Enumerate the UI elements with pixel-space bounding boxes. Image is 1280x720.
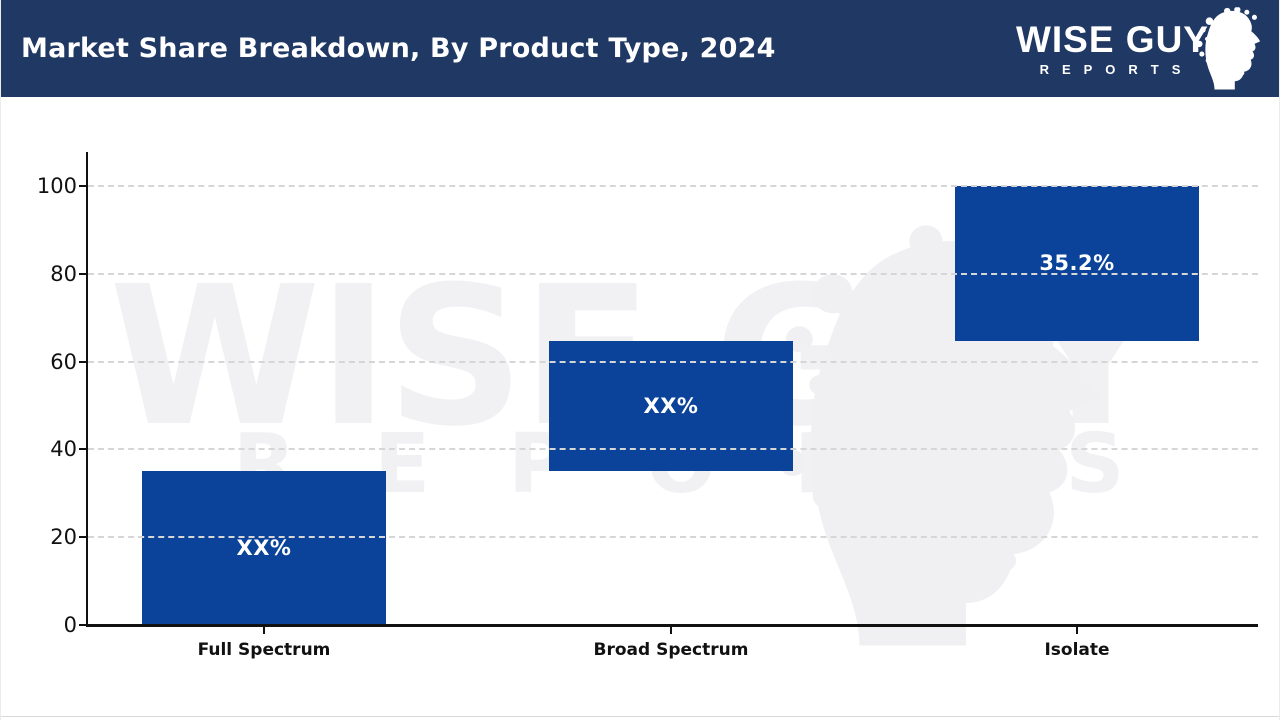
y-tick-label-100: 100 <box>36 174 77 198</box>
bar-isolate: 35.2% <box>955 186 1199 341</box>
brand-name: WISE GUY <box>1015 18 1209 60</box>
x-tick-full-spectrum <box>263 627 265 634</box>
bar-value-label-full-spectrum: XX% <box>236 536 292 561</box>
bar-value-label-broad-spectrum: XX% <box>643 393 699 418</box>
y-tick-20 <box>79 536 87 539</box>
y-tick-label-80: 80 <box>50 261 77 286</box>
brand-logo-text: WISE GUY REPORTS <box>1016 21 1209 77</box>
y-tick-60 <box>79 360 87 363</box>
y-tick-80 <box>79 272 87 275</box>
x-category-label-broad-spectrum: Broad Spectrum <box>593 640 749 660</box>
y-tick-label-20: 20 <box>50 525 77 550</box>
bar-value-label-isolate: 35.2% <box>1039 251 1115 276</box>
brand-subtitle: REPORTS <box>1039 61 1194 77</box>
y-tick-label-40: 40 <box>50 437 77 462</box>
x-tick-broad-spectrum <box>670 627 672 634</box>
gridline-y-80 <box>88 272 1258 275</box>
page-title: Market Share Breakdown, By Product Type,… <box>21 33 776 64</box>
y-tick-label-0: 0 <box>63 613 77 637</box>
gridline-y-100 <box>88 185 1258 187</box>
y-tick-0 <box>79 624 87 626</box>
x-tick-isolate <box>1076 627 1078 634</box>
bar-full-spectrum: XX% <box>142 471 386 625</box>
footer-divider <box>1 716 1279 717</box>
brand-logo: WISE GUY REPORTS <box>1016 7 1269 91</box>
gridline-y-40 <box>88 448 1258 451</box>
x-axis-line <box>86 624 1258 627</box>
y-tick-100 <box>79 185 87 187</box>
x-category-label-full-spectrum: Full Spectrum <box>197 640 331 660</box>
header-bar: Market Share Breakdown, By Product Type,… <box>1 0 1279 97</box>
gridline-y-20 <box>88 536 1258 539</box>
gridline-y-60 <box>88 360 1258 363</box>
x-category-label-isolate: Isolate <box>1044 640 1110 660</box>
y-tick-40 <box>79 448 87 451</box>
y-tick-label-60: 60 <box>50 349 77 374</box>
y-axis-line <box>86 152 88 626</box>
